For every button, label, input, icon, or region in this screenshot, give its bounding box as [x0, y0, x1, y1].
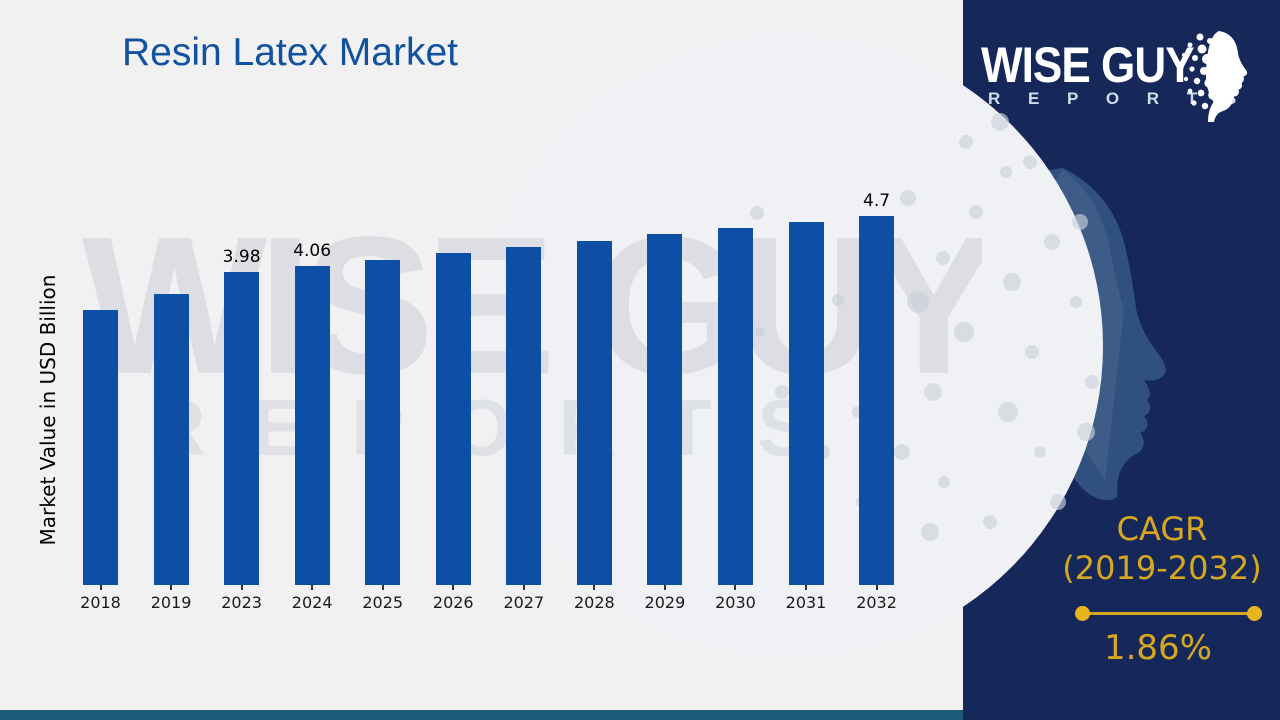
- bar-2027: [506, 247, 542, 585]
- logo-subtitle: R E P O R T S: [988, 89, 1248, 108]
- x-axis-tick: [240, 585, 243, 590]
- x-axis-tick: [452, 585, 455, 590]
- x-tick-label-2028: 2028: [573, 593, 615, 612]
- x-tick-label-2026: 2026: [432, 593, 474, 612]
- bar-value-label-2032: 4.7: [863, 191, 891, 211]
- cagr-divider-dot-right: [1247, 606, 1262, 621]
- bar-2018: [83, 310, 118, 585]
- x-tick-label-2023: 2023: [221, 593, 262, 612]
- x-axis-tick: [99, 585, 102, 590]
- bar-2026: [435, 253, 471, 585]
- bar-2019: [153, 294, 189, 585]
- x-axis-tick: [805, 585, 807, 590]
- x-tick-label-2031: 2031: [785, 593, 827, 612]
- bar-2023: [224, 272, 260, 585]
- bar-2028: [576, 241, 612, 585]
- x-axis-tick: [522, 585, 525, 590]
- x-axis-tick: [381, 585, 384, 590]
- x-axis-tick: [311, 585, 314, 590]
- bar-2024: [294, 266, 330, 585]
- x-tick-label-2027: 2027: [503, 593, 545, 612]
- x-tick-label-2030: 2030: [715, 593, 756, 612]
- bar-value-label-2023: 3.98: [222, 247, 261, 267]
- bar-2032: [859, 216, 895, 585]
- x-tick-label-2018: 2018: [80, 593, 121, 612]
- bar-2029: [647, 234, 683, 585]
- bar-2031: [788, 222, 824, 585]
- x-axis-tick: [734, 585, 737, 590]
- chart-title: Resin Latex Market: [122, 31, 458, 74]
- cagr-divider-dot-left: [1075, 606, 1090, 621]
- x-tick-label-2019: 2019: [150, 593, 192, 612]
- bar-2025: [365, 260, 401, 585]
- cagr-label: CAGR: [1116, 510, 1208, 548]
- x-tick-label-2025: 2025: [362, 593, 404, 612]
- bottom-accent-strip: [0, 710, 1280, 720]
- cagr-divider-line: [1082, 612, 1254, 615]
- x-axis-tick: [663, 585, 666, 590]
- bar-value-label-2024: 4.06: [293, 241, 332, 261]
- logo-wordmark: WISE GUY: [981, 36, 1195, 94]
- x-tick-label-2032: 2032: [856, 593, 897, 612]
- x-tick-label-2024: 2024: [291, 593, 333, 612]
- x-tick-label-2029: 2029: [644, 593, 686, 612]
- x-axis-tick: [170, 585, 173, 590]
- bar-2030: [717, 228, 753, 585]
- cagr-value: 1.86%: [1103, 628, 1212, 668]
- dotted-face-profile-icon: [1180, 31, 1248, 122]
- x-axis-tick: [593, 585, 596, 590]
- cagr-range: (2019-2032): [1062, 549, 1262, 587]
- x-axis-tick: [875, 585, 878, 590]
